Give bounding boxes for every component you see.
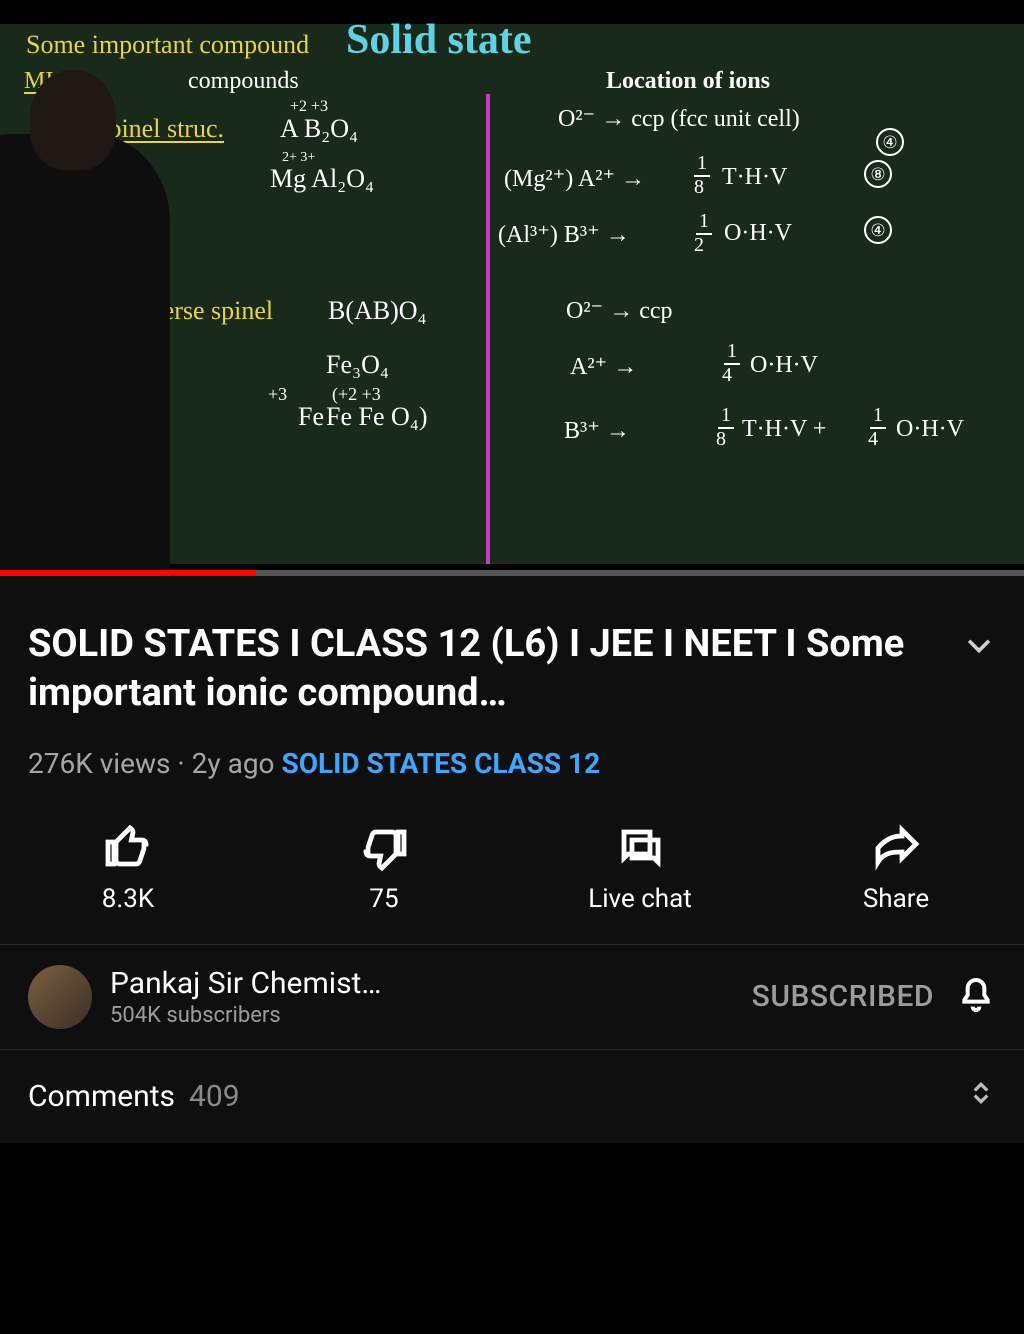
loc3-num: 1 [696,210,712,235]
video-meta: 276K views · 2y ago SOLID STATES CLASS 1… [0,719,1024,780]
share-icon [872,824,920,872]
hashtag-link[interactable]: SOLID STATES CLASS 12 [281,747,600,780]
col-left-header: compounds [188,68,299,95]
loc6d: T·H·V + [742,416,826,443]
chat-icon [616,824,664,872]
video-title: SOLID STATES I CLASS 12 (L6) I JEE I NEE… [28,620,948,719]
action-bar: 8.3K 75 Live chat Share [0,780,1024,944]
item2-example1: Fe₃O₄ [326,350,389,380]
loc6e: O·H·V [896,416,964,443]
comments-count: 409 [189,1079,240,1114]
thumbs-up-icon [104,824,152,872]
heading-main: Solid state [346,16,532,64]
loc4: O²⁻ → ccp [566,296,673,325]
loc5a: A²⁺ → [570,352,637,381]
loc2-num: 1 [694,152,710,177]
like-button[interactable]: 8.3K [0,824,256,914]
bell-icon [956,975,996,1015]
share-button[interactable]: Share [768,824,1024,914]
channel-avatar[interactable] [28,965,92,1029]
channel-row[interactable]: Pankaj Sir Chemist… 504K subscribers SUB… [0,944,1024,1050]
loc1-badge: ④ [876,128,904,156]
loc3a: (Al³⁺) B³⁺ → [498,220,630,249]
item1-example: Mg Al₂O₄ [270,164,374,194]
item2-ex2d: Fe Fe O₄) [326,402,428,432]
live-chat-button[interactable]: Live chat [512,824,768,914]
video-player[interactable]: 19:5 Some important compound Solid state… [0,0,1024,576]
subscriber-count: 504K subscribers [110,1003,381,1028]
teacher-silhouette [0,134,170,574]
loc6a: B³⁺ → [564,416,630,445]
loc3-badge: ④ [864,216,892,244]
share-label: Share [863,884,929,914]
col-right-header: Location of ions [606,68,770,95]
loc3d: O·H·V [724,220,792,247]
item2-ex2b: Fe [298,402,324,432]
subscribe-button[interactable]: SUBSCRIBED [752,979,934,1014]
loc5d: O·H·V [750,352,818,379]
loc2-den: 8 [694,176,704,199]
live-chat-label: Live chat [588,884,692,914]
loc5-num: 1 [724,340,740,365]
loc2-badge: ⑧ [864,160,892,188]
heading-prefix: Some important compound [26,30,309,60]
loc6-num1: 1 [718,404,734,429]
expand-icon [966,1078,996,1108]
column-divider [486,94,490,564]
item2-ex2a: +3 [268,384,287,405]
expand-comments-button[interactable] [966,1078,996,1115]
progress-bar[interactable] [0,570,1024,576]
item1-formula: A B₂O₄ [280,114,358,144]
thumbs-down-icon [360,824,408,872]
loc5-den: 4 [722,364,732,387]
notification-bell-button[interactable] [956,975,996,1019]
loc1: O²⁻ → ccp (fcc unit cell) [558,104,800,133]
loc6-den2: 4 [868,428,878,451]
like-count: 8.3K [102,884,154,914]
comments-row[interactable]: Comments 409 [0,1050,1024,1143]
loc6-num2: 1 [870,404,886,429]
loc6-den1: 8 [716,428,726,451]
dislike-button[interactable]: 75 [256,824,512,914]
expand-description-button[interactable] [948,620,996,670]
comments-label: Comments [28,1079,175,1114]
loc3-den: 2 [694,234,704,257]
loc2d: T·H·V [722,164,787,191]
upload-age: 2y ago [192,747,275,780]
dislike-count: 75 [369,884,398,914]
loc2a: (Mg²⁺) A²⁺ → [504,164,645,193]
view-count: 276K views [28,747,170,780]
item2-formula: B(AB)O₄ [328,296,427,326]
blackboard: Some important compound Solid state MI* … [0,24,1024,564]
channel-name[interactable]: Pankaj Sir Chemist… [110,966,381,1001]
